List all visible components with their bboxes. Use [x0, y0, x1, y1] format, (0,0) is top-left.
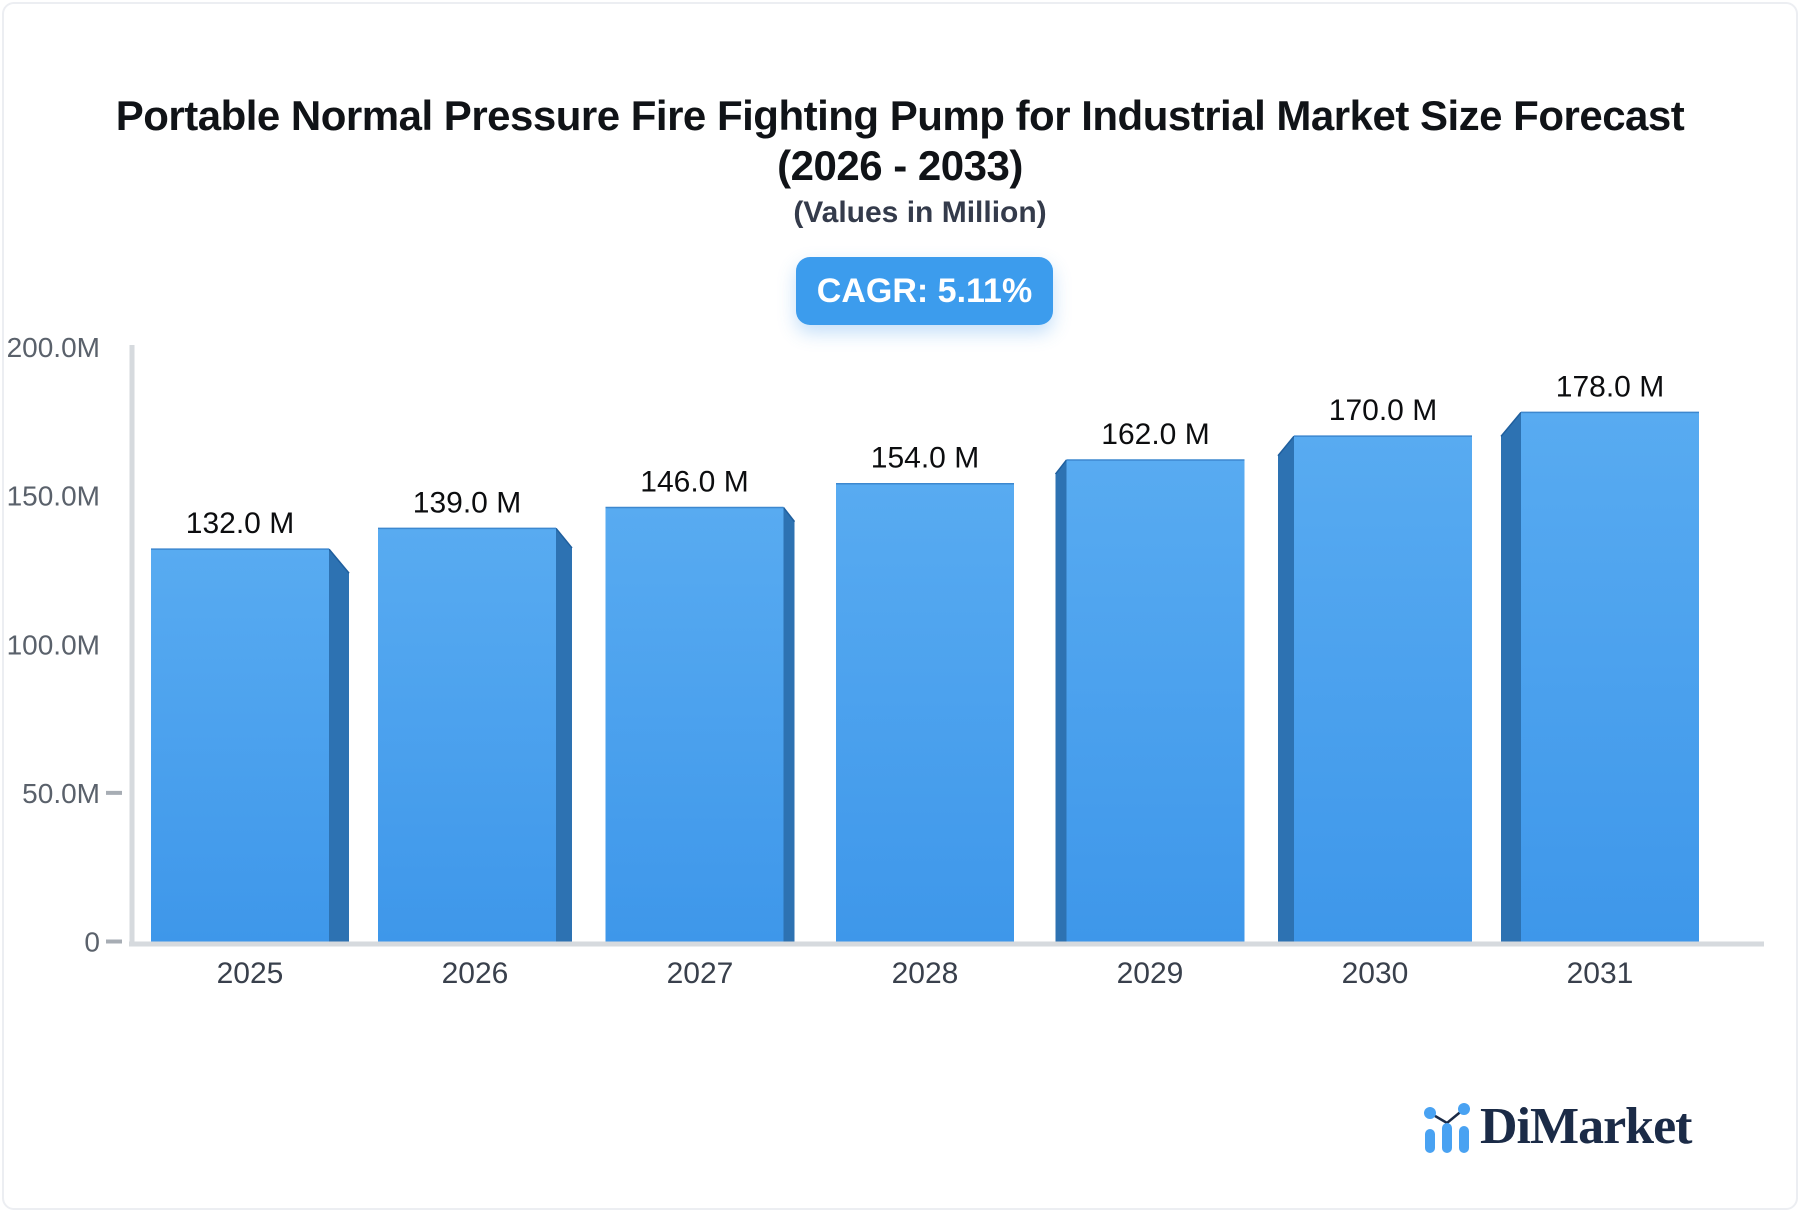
bar-side-face [1501, 412, 1521, 942]
bar-2027[interactable]: 146.0 M 2027 [605, 466, 796, 990]
chart-subtitle: (Values in Million) [793, 196, 1047, 229]
x-axis-label: 2027 [667, 957, 734, 990]
logo-dot-left [1424, 1107, 1436, 1119]
bar-face [378, 528, 556, 942]
bar-bevel-edge [1054, 459, 1068, 475]
bar-value-label: 139.0 M [413, 486, 521, 519]
x-axis-label: 2031 [1567, 957, 1634, 990]
bar-value-label: 170.0 M [1329, 394, 1437, 427]
logo-dot-right [1458, 1103, 1470, 1115]
cagr-badge: CAGR: 5.11% [796, 257, 1053, 325]
dimarket-logo-text: DiMarket [1480, 1098, 1692, 1155]
bar-bevel-edge [782, 507, 796, 523]
bar-value-label: 132.0 M [186, 507, 294, 540]
bar-side-face [329, 549, 349, 942]
bar-side-face [1055, 459, 1067, 942]
y-tick-label: 0 [84, 927, 100, 958]
dimarket-logo-icon [1424, 1103, 1470, 1153]
x-axis-label: 2028 [892, 957, 959, 990]
bar-bevel-edge [1500, 411, 1522, 437]
y-tick-label: 50.0M [22, 778, 100, 809]
bar-bevel-edge [1277, 435, 1295, 457]
bar-value-label: 154.0 M [871, 442, 979, 475]
bar-face [836, 483, 1014, 942]
x-axis-label: 2026 [442, 957, 509, 990]
bar-bevel-edge [328, 548, 350, 574]
x-axis-label: 2025 [217, 957, 284, 990]
y-tick-label: 200.0M [7, 332, 100, 363]
y-tick-label: 150.0M [7, 481, 100, 512]
bar-face [151, 549, 329, 942]
chart-title-line2: (2026 - 2033) [777, 142, 1023, 189]
x-axis-label: 2030 [1342, 957, 1409, 990]
bar-side-face [783, 507, 795, 942]
bar-2031[interactable]: 178.0 M 2031 [1500, 370, 1699, 990]
logo-bar-3 [1459, 1126, 1469, 1153]
dimarket-logo: DiMarket [1424, 1093, 1692, 1155]
bar-face [1066, 459, 1245, 942]
bar-bevel-edge [555, 527, 573, 549]
bar-2028[interactable]: 154.0 M 2028 [836, 442, 1014, 990]
x-axis-label: 2029 [1117, 957, 1184, 990]
cagr-badge-label: CAGR: 5.11% [816, 271, 1033, 310]
bar-face [1294, 436, 1472, 942]
bar-value-label: 146.0 M [640, 466, 748, 499]
chart-title-line1: Portable Normal Pressure Fire Fighting P… [115, 92, 1685, 139]
bar-side-face [556, 528, 572, 942]
logo-bar-1 [1425, 1129, 1435, 1153]
y-tick-label: 100.0M [7, 629, 100, 660]
bar-2029[interactable]: 162.0 M 2029 [1054, 418, 1245, 990]
bar-2026[interactable]: 139.0 M 2026 [378, 486, 573, 990]
bar-value-label: 162.0 M [1101, 418, 1209, 451]
bar-face [605, 507, 784, 942]
bar-2030[interactable]: 170.0 M 2030 [1277, 394, 1472, 990]
logo-bar-2 [1442, 1123, 1452, 1153]
bar-2025[interactable]: 132.0 M 2025 [151, 507, 350, 990]
bar-side-face [1278, 436, 1294, 942]
bar-face [1521, 412, 1699, 942]
bar-value-label: 178.0 M [1556, 370, 1664, 403]
